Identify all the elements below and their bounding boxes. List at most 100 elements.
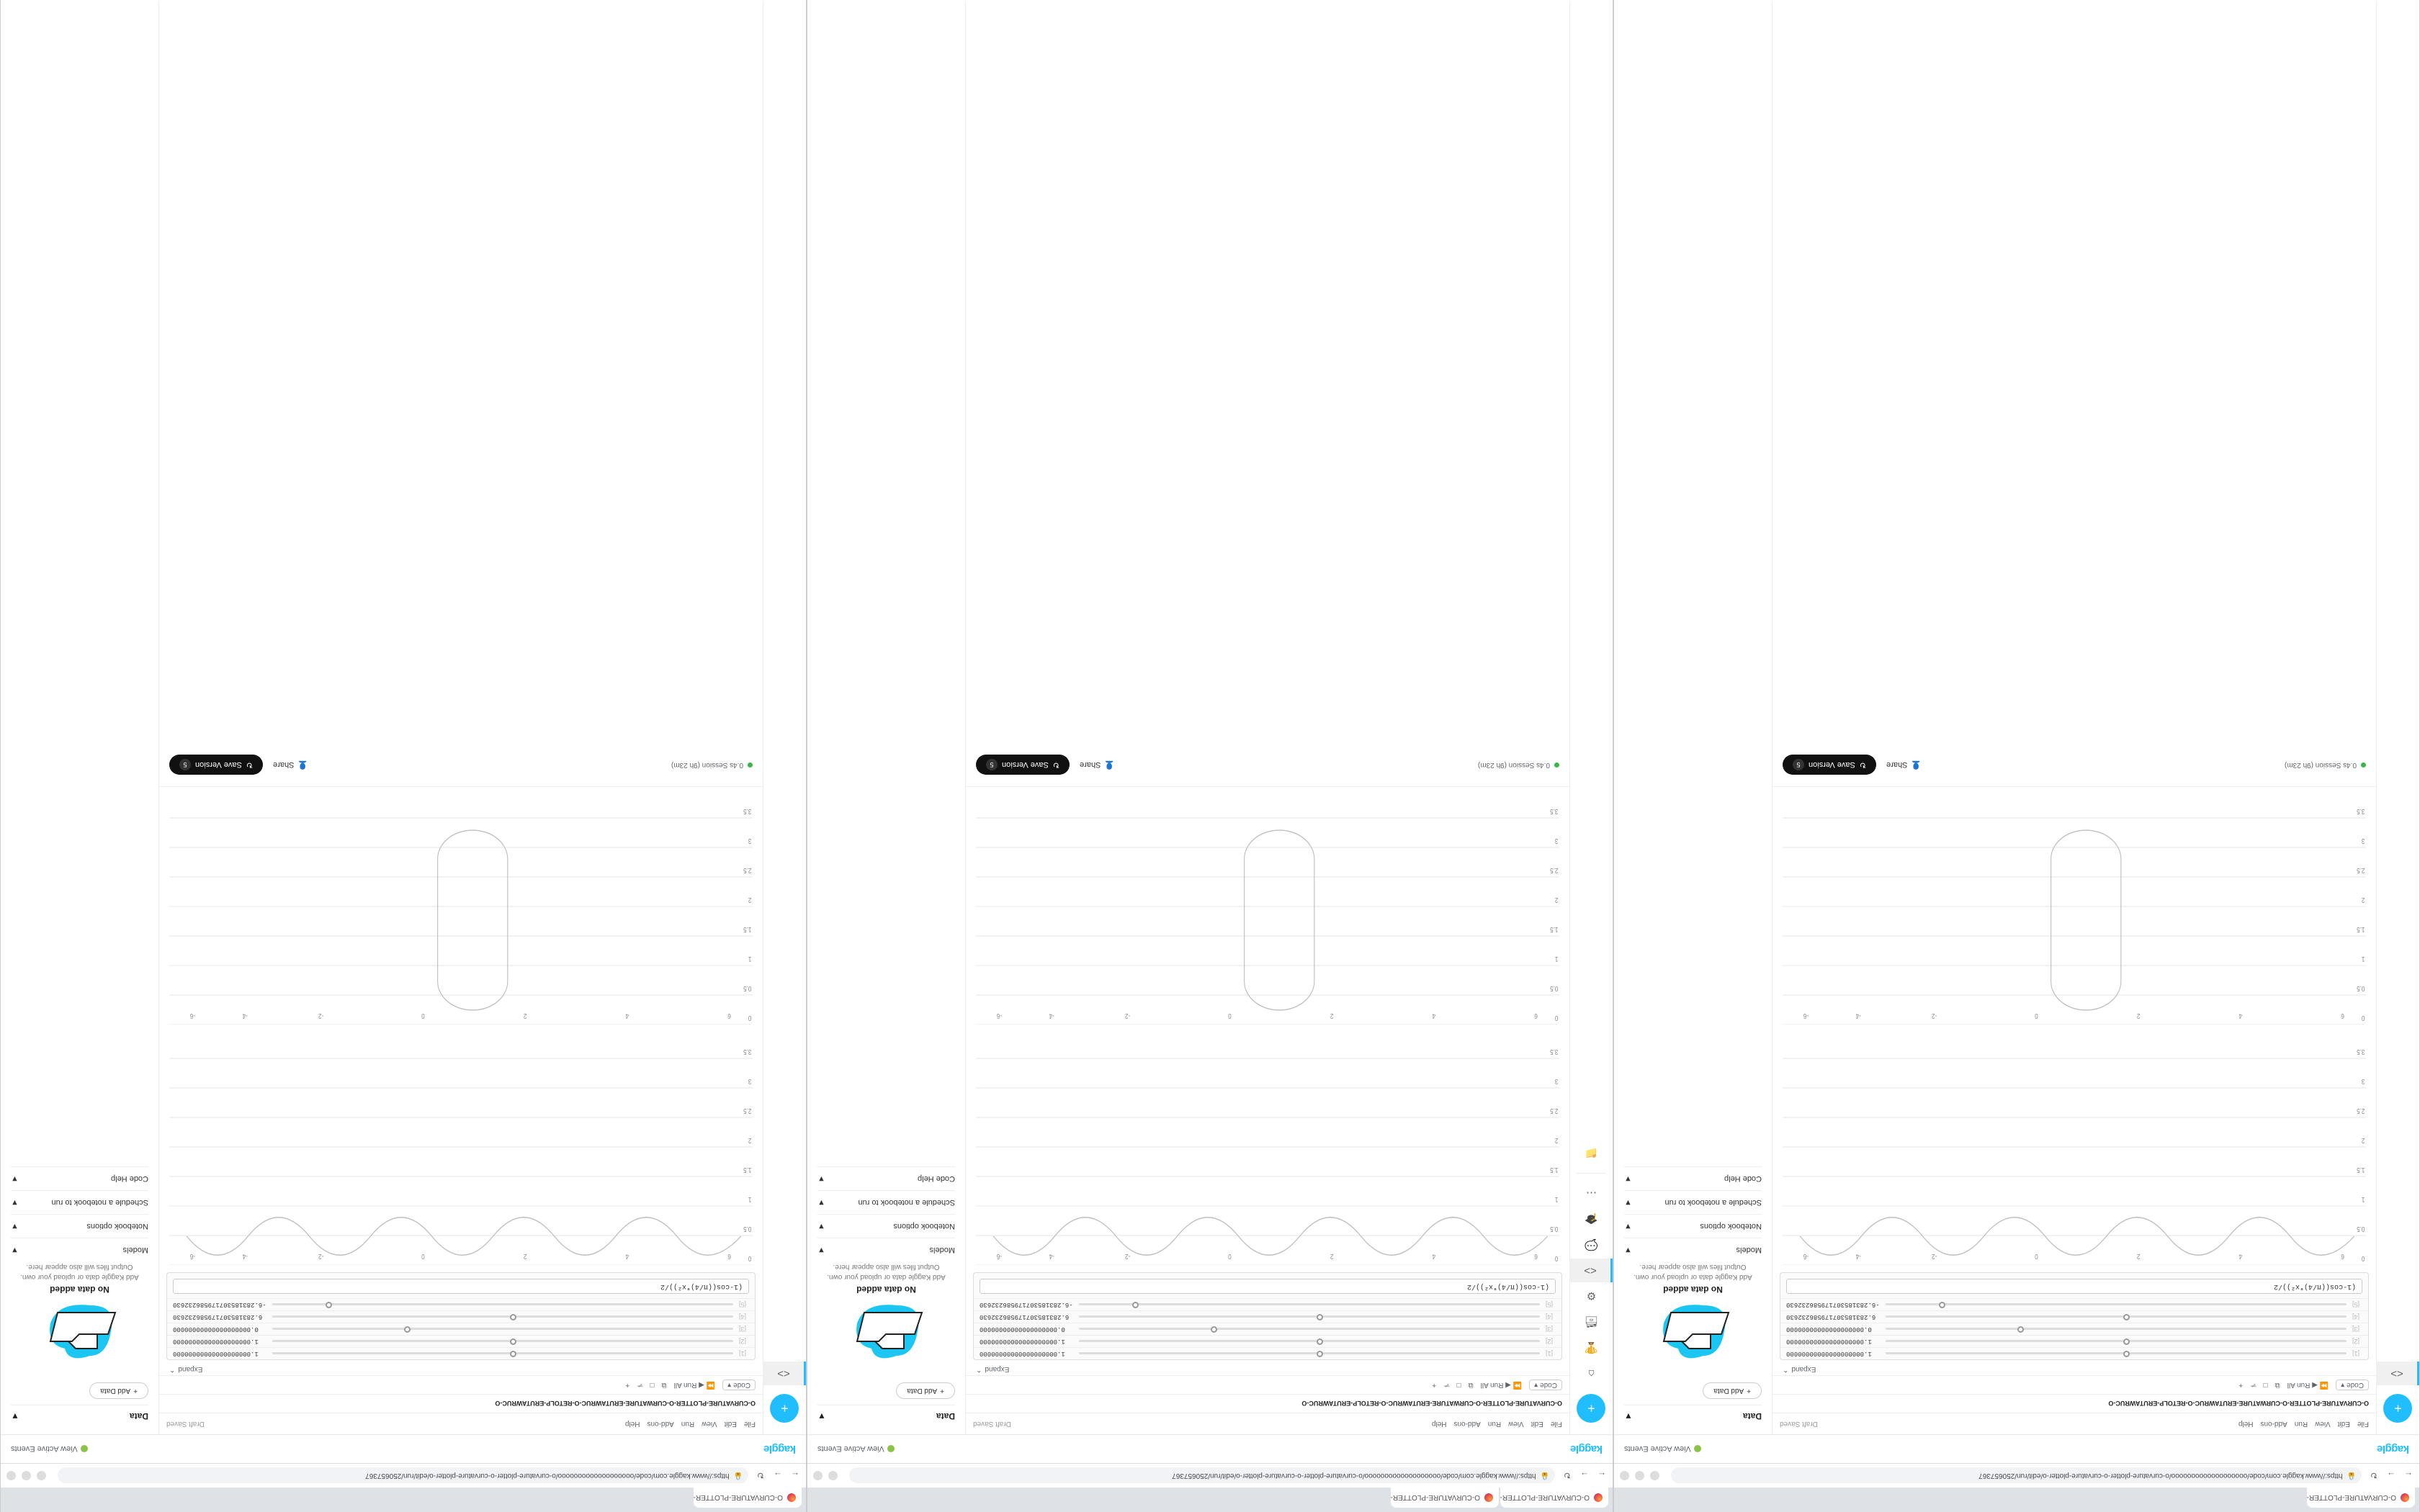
view-active-events[interactable]: View Active Events [11, 1445, 88, 1454]
back-icon[interactable]: ← [1597, 1471, 1607, 1481]
code-line-row[interactable]: [1] 1.00000000000000000000 [167, 1347, 755, 1359]
save-version-button[interactable]: ↻ Save Version 5 [1783, 755, 1876, 775]
code-dropdown[interactable]: Code ▾ [1529, 1380, 1562, 1390]
profile-icon[interactable] [22, 1471, 31, 1480]
kaggle-logo[interactable]: kaggle [1570, 1443, 1603, 1455]
profile-icon[interactable] [813, 1471, 823, 1480]
kaggle-logo[interactable]: kaggle [2377, 1443, 2409, 1455]
menu-icon[interactable] [6, 1471, 16, 1480]
cut-icon[interactable]: ✃ [637, 1381, 642, 1389]
share-button[interactable]: 👤 Share [1886, 760, 1921, 770]
rail-item-learn[interactable]: 🎓 [1570, 1207, 1613, 1231]
cut-icon[interactable]: ✃ [2250, 1381, 2256, 1389]
code-line-row[interactable]: [2] 1.00000000000000000000 [167, 1335, 755, 1347]
section-code-help[interactable]: Code Help ▼ [1624, 1166, 1762, 1190]
profile-icon[interactable] [1635, 1471, 1644, 1480]
copy-icon[interactable]: ⧉ [2275, 1381, 2280, 1389]
section-code-help[interactable]: Code Help ▼ [11, 1166, 148, 1190]
code-line-row[interactable]: [3] 0.00000000000000000000 [974, 1323, 1561, 1335]
menu-items[interactable]: File Edit View Run Add-ons Help [1432, 1420, 1562, 1428]
notebook-title[interactable]: O-CURVATURE-PLOTTER-O-CURWATURE-ERUTAWRU… [1301, 1400, 1562, 1408]
collapse-icon[interactable]: ▼ [1624, 1411, 1633, 1421]
url-bar[interactable]: 🔒 https://www.kaggle.com/code/oooooooooo… [58, 1468, 748, 1484]
chart-top[interactable]: 0 0.5 1 1.5 2 2.5 3 3.5 6 4 2 0 [169, 1027, 753, 1265]
reload-icon[interactable]: ↻ [1562, 1471, 1572, 1481]
section-models[interactable]: Models ▼ [11, 1238, 148, 1261]
menu-icon[interactable] [1620, 1471, 1629, 1480]
paste-icon[interactable]: □ [1456, 1381, 1461, 1389]
section-models[interactable]: Models ▼ [1624, 1238, 1762, 1261]
rail-item-datasets[interactable]: 🗃 [1570, 1310, 1613, 1334]
notebook-title[interactable]: O-CURVATURE-PLOTTER-O-CURWATURE-ERUTAWRU… [495, 1400, 756, 1408]
code-line-row[interactable]: [2] 1.00000000000000000000 [1780, 1335, 2368, 1347]
rail-item-models[interactable]: ⚙ [1570, 1284, 1613, 1308]
add-cell-icon[interactable]: + [625, 1381, 629, 1389]
browser-tab[interactable]: O-CURVATURE-PLOTTER-O... [1500, 1488, 1608, 1508]
expand-row[interactable]: Expand ⌃ [1773, 1363, 2376, 1375]
formula-display[interactable]: (1-cos((π/4)*x²))/2 [1786, 1279, 2362, 1294]
reload-icon[interactable]: ↻ [2369, 1471, 2379, 1481]
share-button[interactable]: 👤 Share [273, 760, 308, 770]
code-line-row[interactable]: [5] -6.283185307179586232630 [1780, 1298, 2368, 1310]
paste-icon[interactable]: □ [650, 1381, 654, 1389]
paste-icon[interactable]: □ [2263, 1381, 2267, 1389]
extension-icon[interactable] [37, 1471, 46, 1480]
data-section-title[interactable]: Data ▼ [817, 1405, 955, 1427]
create-button[interactable]: + [1577, 1394, 1606, 1423]
save-version-button[interactable]: ↻ Save Version 5 [169, 755, 263, 775]
browser-tab[interactable]: O-CURVATURE-PLOTTER-O... [694, 1488, 802, 1508]
forward-icon[interactable]: → [1579, 1471, 1590, 1481]
rail-item-more[interactable]: ⋯ [1570, 1181, 1613, 1205]
collapse-icon[interactable]: ▼ [11, 1411, 19, 1421]
kaggle-logo[interactable]: kaggle [763, 1443, 796, 1455]
cut-icon[interactable]: ✃ [1443, 1381, 1449, 1389]
code-line-row[interactable]: [4] 6.283185307179586232630 [167, 1310, 755, 1323]
chart-top[interactable]: 0 0.5 1 1.5 2 2.5 3 3.5 6 4 2 0 [1783, 1027, 2366, 1265]
add-data-button[interactable]: + Add Data [1703, 1382, 1762, 1399]
extension-icon[interactable] [1650, 1471, 1659, 1480]
rail-item-home[interactable]: ⌂ [1570, 1362, 1613, 1385]
section-notebook-options[interactable]: Notebook options ▼ [817, 1214, 955, 1238]
browser-tab[interactable]: O-CURVATURE-PLOTTER-O... [2307, 1488, 2415, 1508]
rail-item-your-work[interactable]: 📁 [1570, 1141, 1613, 1166]
formula-display[interactable]: (1-cos((π/4)*x²))/2 [980, 1279, 1556, 1294]
rail-item-competitions[interactable]: 🏆 [1570, 1336, 1613, 1360]
formula-display[interactable]: (1-cos((π/4)*x²))/2 [173, 1279, 749, 1294]
share-button[interactable]: 👤 Share [1080, 760, 1114, 770]
menu-items[interactable]: File Edit View Run Add-ons Help [2238, 1420, 2369, 1428]
chart-bottom[interactable]: 0 0.5 1 1.5 2 2.5 3 3.5 6 4 2 0 [169, 787, 753, 1025]
code-cell[interactable]: [1] 1.00000000000000000000 [2] 1.0000000… [1780, 1272, 2369, 1360]
chart-bottom[interactable]: 0 0.5 1 1.5 2 2.5 3 3.5 6 4 2 0 [1783, 787, 2366, 1025]
code-line-row[interactable]: [1] 1.00000000000000000000 [1780, 1347, 2368, 1359]
run-all-button[interactable]: ⏩ ◀ Run All [2287, 1381, 2329, 1389]
extension-icon[interactable] [828, 1471, 838, 1480]
code-line-row[interactable]: [3] 0.00000000000000000000 [1780, 1323, 2368, 1335]
code-line-row[interactable]: [5] -6.283185307179586232630 [974, 1298, 1561, 1310]
chart-bottom[interactable]: 0 0.5 1 1.5 2 2.5 3 3.5 6 4 2 0 [976, 787, 1559, 1025]
create-button[interactable]: + [771, 1394, 799, 1423]
code-cell[interactable]: [1] 1.00000000000000000000 [2] 1.0000000… [166, 1272, 756, 1360]
save-version-button[interactable]: ↻ Save Version 5 [976, 755, 1070, 775]
section-models[interactable]: Models ▼ [817, 1238, 955, 1261]
code-line-row[interactable]: [4] 6.283185307179586232630 [1780, 1310, 2368, 1323]
data-section-title[interactable]: Data ▼ [11, 1405, 148, 1427]
data-section-title[interactable]: Data ▼ [1624, 1405, 1762, 1427]
url-bar[interactable]: 🔒 https://www.kaggle.com/code/oooooooooo… [849, 1468, 1555, 1484]
code-cell[interactable]: [1] 1.00000000000000000000 [2] 1.0000000… [973, 1272, 1562, 1360]
section-schedule[interactable]: Schedule a notebook to run ▼ [11, 1190, 148, 1214]
url-bar[interactable]: 🔒 https://www.kaggle.com/code/oooooooooo… [1671, 1468, 2362, 1484]
rail-item-code[interactable]: <> [763, 1362, 806, 1385]
back-icon[interactable]: ← [2403, 1471, 2414, 1481]
run-all-button[interactable]: ⏩ ◀ Run All [674, 1381, 715, 1389]
code-dropdown[interactable]: Code ▾ [2336, 1380, 2369, 1390]
menu-items[interactable]: File Edit View Run Add-ons Help [625, 1420, 756, 1428]
code-line-row[interactable]: [4] 6.283185307179586232630 [974, 1310, 1561, 1323]
chart-top[interactable]: 0 0.5 1 1.5 2 2.5 3 3.5 6 4 2 0 [976, 1027, 1559, 1265]
forward-icon[interactable]: → [2386, 1471, 2396, 1481]
add-data-button[interactable]: + Add Data [89, 1382, 148, 1399]
back-icon[interactable]: ← [790, 1471, 800, 1481]
copy-icon[interactable]: ⧉ [1469, 1381, 1474, 1389]
section-schedule[interactable]: Schedule a notebook to run ▼ [1624, 1190, 1762, 1214]
view-active-events[interactable]: View Active Events [1624, 1445, 1701, 1454]
copy-icon[interactable]: ⧉ [662, 1381, 667, 1389]
